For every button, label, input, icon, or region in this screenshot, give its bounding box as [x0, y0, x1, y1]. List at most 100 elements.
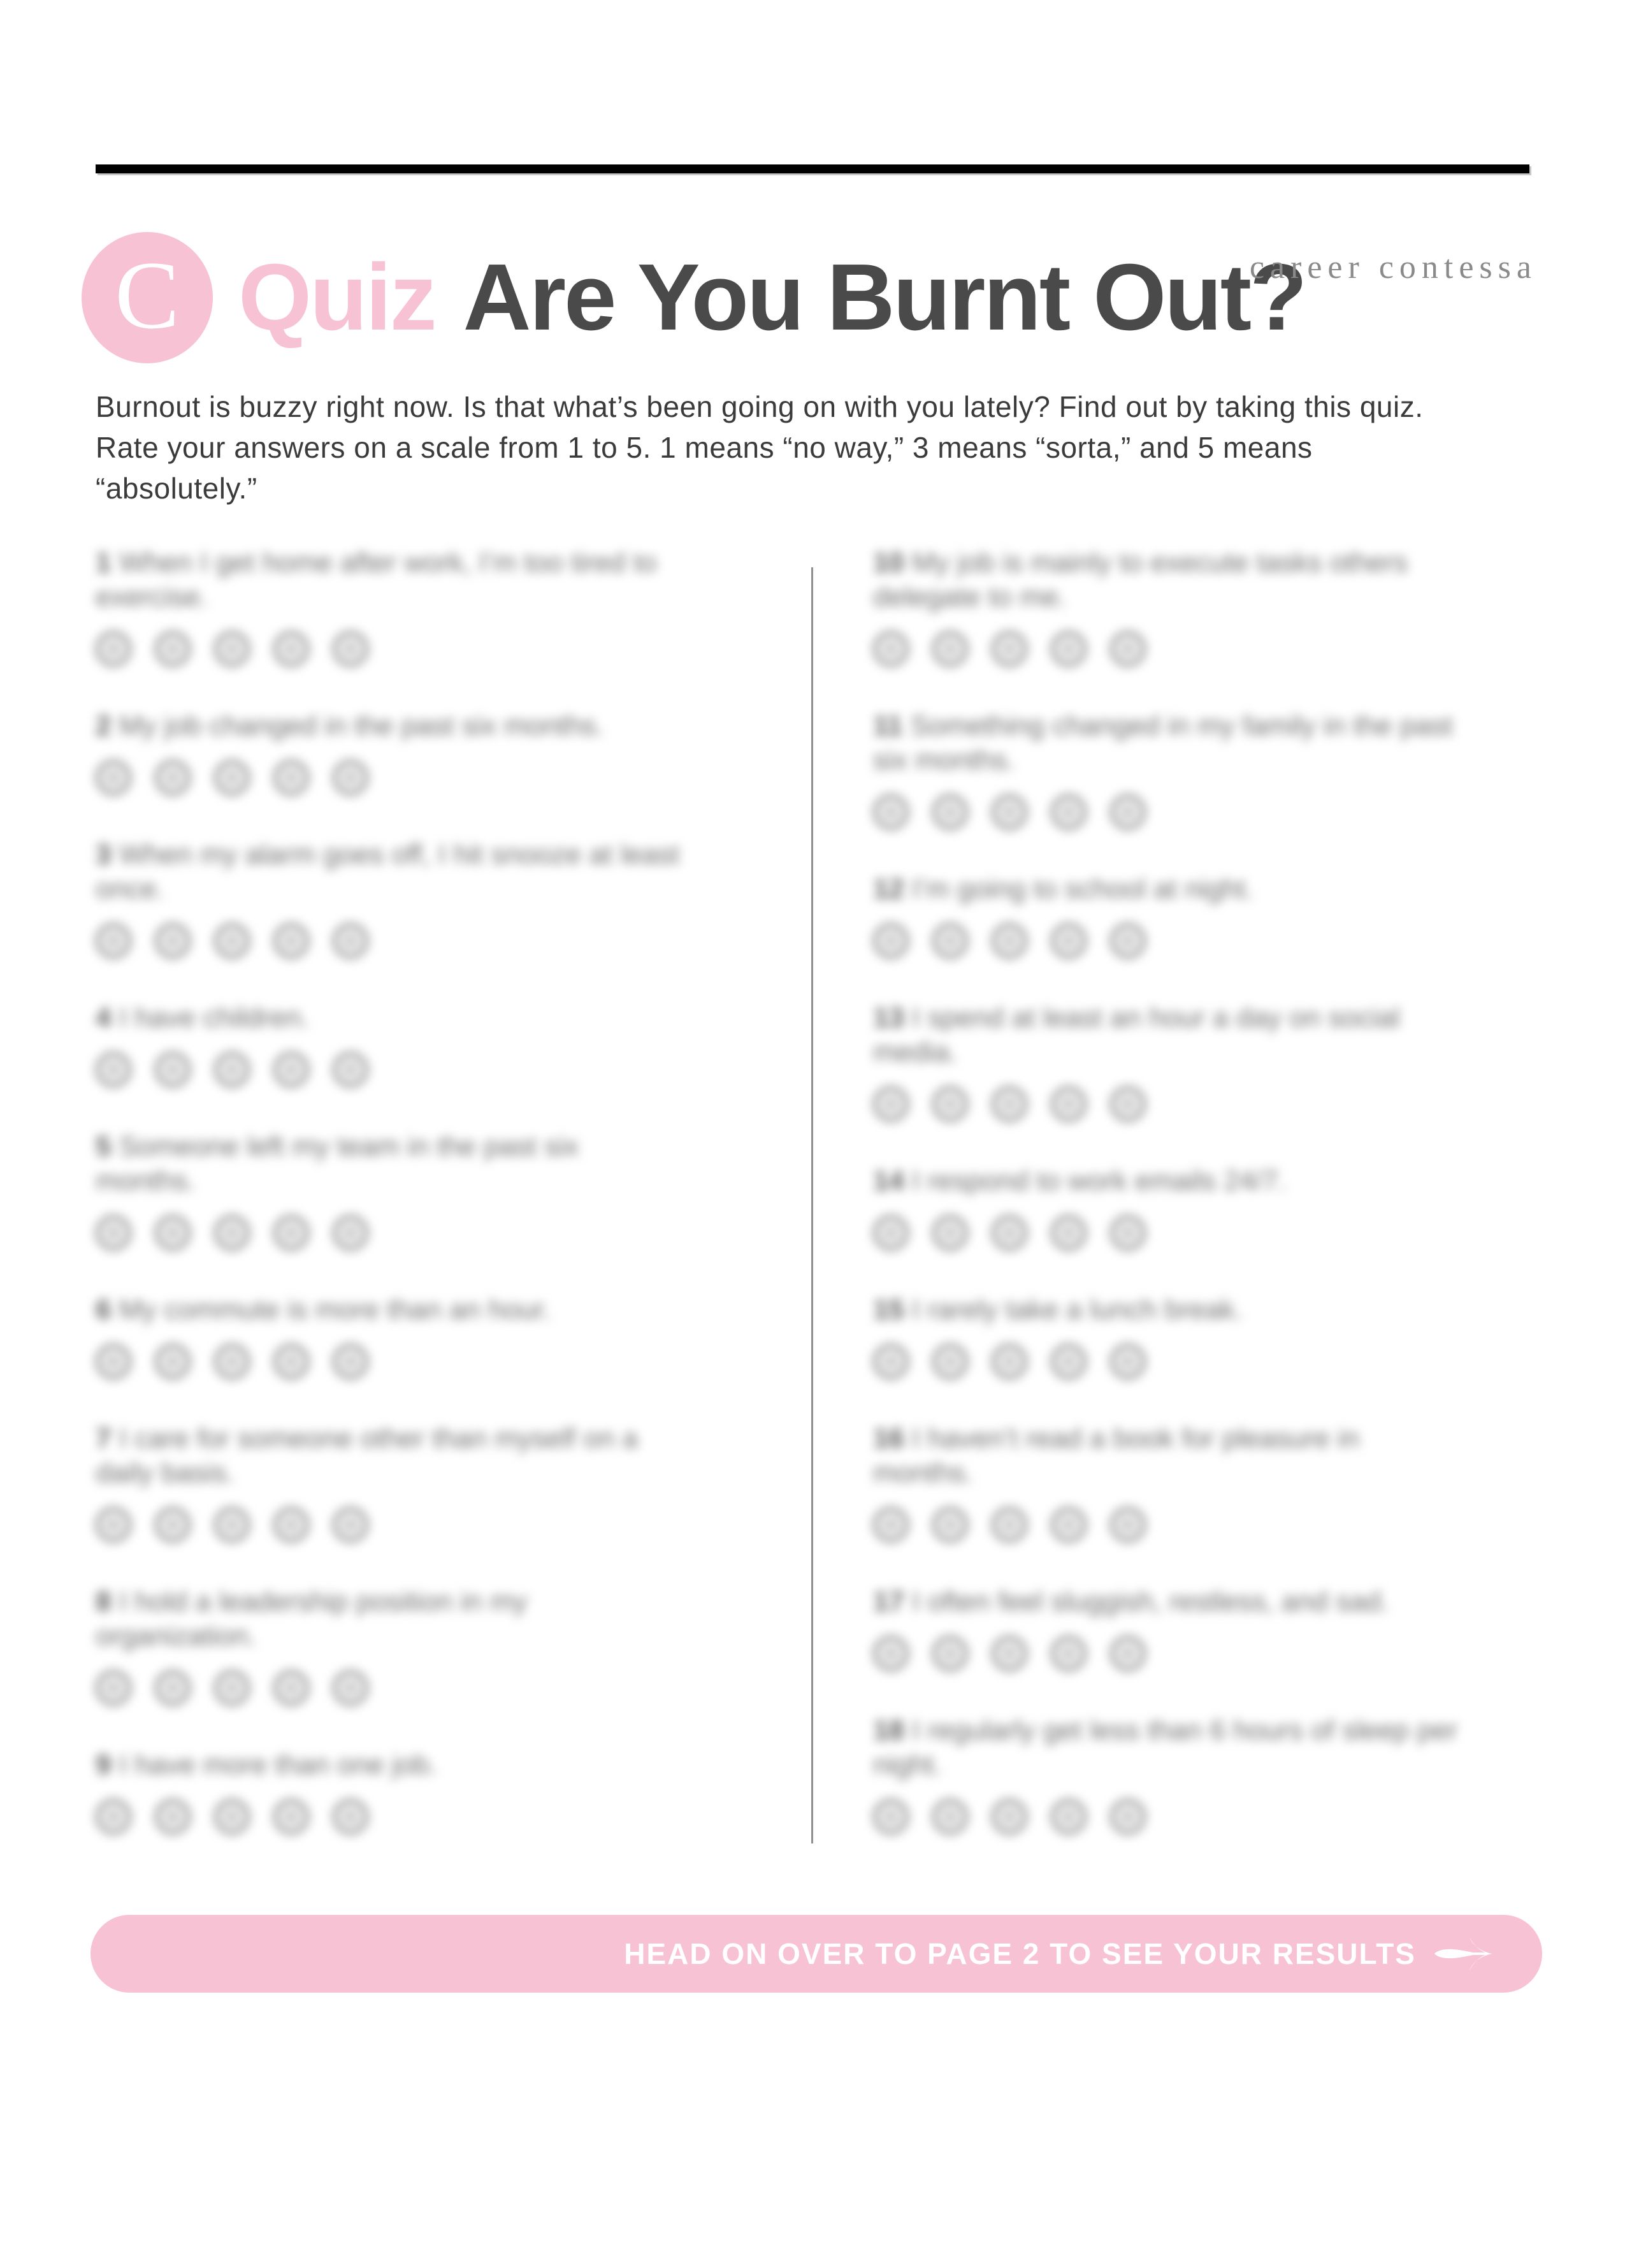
rating-circle-1[interactable] [96, 760, 131, 796]
rating-circle-4[interactable] [273, 631, 309, 667]
rating-circle-3[interactable] [214, 1799, 250, 1835]
question-item: 11 Something changed in my family in the… [873, 709, 1529, 830]
rating-circle-3[interactable] [214, 1507, 250, 1543]
rating-circle-4[interactable] [1051, 923, 1087, 959]
rating-circle-5[interactable] [1110, 1799, 1146, 1835]
rating-circle-4[interactable] [273, 1052, 309, 1087]
rating-circle-5[interactable] [333, 760, 368, 796]
rating-circle-5[interactable] [1110, 1215, 1146, 1251]
rating-circle-4[interactable] [1051, 794, 1087, 830]
rating-circle-1[interactable] [873, 1086, 909, 1122]
rating-circle-3[interactable] [214, 1215, 250, 1251]
rating-circle-4[interactable] [1051, 1799, 1087, 1835]
rating-circle-5[interactable] [333, 1215, 368, 1251]
brand-badge: C [82, 232, 213, 363]
question-number: 18 [873, 1715, 904, 1746]
rating-circle-2[interactable] [932, 1636, 968, 1671]
question-item: 7 I care for someone other than myself o… [96, 1421, 752, 1543]
question-text: 2 My job changed in the past six months. [96, 710, 604, 741]
rating-circle-5[interactable] [333, 1052, 368, 1087]
rating-circle-2[interactable] [155, 1215, 191, 1251]
rating-circle-3[interactable] [214, 923, 250, 959]
rating-circle-1[interactable] [96, 1052, 131, 1087]
rating-circle-1[interactable] [96, 1507, 131, 1543]
rating-circle-4[interactable] [1051, 1344, 1087, 1379]
rating-circle-5[interactable] [333, 923, 368, 959]
rating-circle-3[interactable] [992, 1086, 1027, 1122]
question-number: 14 [873, 1165, 904, 1196]
rating-circle-5[interactable] [333, 631, 368, 667]
rating-circle-3[interactable] [992, 794, 1027, 830]
rating-circle-4[interactable] [1051, 1636, 1087, 1671]
rating-circle-1[interactable] [873, 1507, 909, 1543]
rating-circle-5[interactable] [1110, 1636, 1146, 1671]
rating-circle-4[interactable] [1051, 631, 1087, 667]
rating-circle-3[interactable] [214, 1344, 250, 1379]
rating-circle-3[interactable] [214, 1052, 250, 1087]
rating-circle-4[interactable] [273, 760, 309, 796]
rating-circle-3[interactable] [992, 631, 1027, 667]
rating-circle-2[interactable] [932, 1799, 968, 1835]
rating-scale [873, 1215, 1529, 1251]
rating-circle-1[interactable] [96, 923, 131, 959]
rating-circle-3[interactable] [992, 1215, 1027, 1251]
rating-circle-1[interactable] [96, 1215, 131, 1251]
rating-circle-1[interactable] [96, 1799, 131, 1835]
rating-circle-2[interactable] [155, 1344, 191, 1379]
rating-circle-2[interactable] [155, 631, 191, 667]
rating-circle-4[interactable] [273, 1507, 309, 1543]
rating-circle-1[interactable] [873, 1636, 909, 1671]
rating-circle-4[interactable] [273, 923, 309, 959]
rating-circle-5[interactable] [1110, 1344, 1146, 1379]
rating-circle-5[interactable] [1110, 631, 1146, 667]
rating-circle-5[interactable] [333, 1507, 368, 1543]
question-number: 8 [96, 1586, 112, 1617]
rating-circle-1[interactable] [96, 631, 131, 667]
rating-circle-5[interactable] [1110, 923, 1146, 959]
rating-circle-1[interactable] [96, 1344, 131, 1379]
rating-circle-3[interactable] [992, 923, 1027, 959]
rating-circle-2[interactable] [155, 1052, 191, 1087]
rating-circle-2[interactable] [932, 1344, 968, 1379]
rating-circle-2[interactable] [155, 1507, 191, 1543]
rating-circle-4[interactable] [273, 1799, 309, 1835]
rating-circle-5[interactable] [1110, 1507, 1146, 1543]
rating-circle-3[interactable] [214, 631, 250, 667]
rating-circle-5[interactable] [333, 1799, 368, 1835]
rating-circle-3[interactable] [992, 1344, 1027, 1379]
rating-circle-1[interactable] [873, 1215, 909, 1251]
rating-circle-5[interactable] [333, 1344, 368, 1379]
rating-circle-4[interactable] [1051, 1215, 1087, 1251]
rating-circle-1[interactable] [873, 1344, 909, 1379]
rating-circle-2[interactable] [932, 794, 968, 830]
rating-circle-3[interactable] [214, 1670, 250, 1706]
rating-circle-5[interactable] [1110, 794, 1146, 830]
rating-circle-2[interactable] [155, 1799, 191, 1835]
rating-circle-2[interactable] [932, 1086, 968, 1122]
rating-circle-4[interactable] [273, 1215, 309, 1251]
rating-circle-5[interactable] [333, 1670, 368, 1706]
rating-circle-2[interactable] [155, 923, 191, 959]
rating-circle-4[interactable] [1051, 1086, 1087, 1122]
rating-circle-3[interactable] [214, 760, 250, 796]
rating-circle-1[interactable] [873, 794, 909, 830]
rating-circle-4[interactable] [273, 1344, 309, 1379]
rating-circle-1[interactable] [873, 923, 909, 959]
rating-circle-3[interactable] [992, 1799, 1027, 1835]
rating-circle-2[interactable] [932, 923, 968, 959]
rating-circle-3[interactable] [992, 1507, 1027, 1543]
rating-circle-4[interactable] [273, 1670, 309, 1706]
next-page-banner[interactable]: HEAD ON OVER TO PAGE 2 TO SEE YOUR RESUL… [90, 1915, 1542, 1993]
rating-circle-5[interactable] [1110, 1086, 1146, 1122]
rating-circle-2[interactable] [155, 1670, 191, 1706]
rating-circle-2[interactable] [932, 1215, 968, 1251]
rating-circle-1[interactable] [96, 1670, 131, 1706]
rating-circle-1[interactable] [873, 1799, 909, 1835]
rating-circle-2[interactable] [932, 1507, 968, 1543]
rating-circle-4[interactable] [1051, 1507, 1087, 1543]
question-item: 3 When my alarm goes off, I hit snooze a… [96, 838, 752, 959]
rating-circle-2[interactable] [155, 760, 191, 796]
rating-circle-2[interactable] [932, 631, 968, 667]
rating-circle-1[interactable] [873, 631, 909, 667]
rating-circle-3[interactable] [992, 1636, 1027, 1671]
